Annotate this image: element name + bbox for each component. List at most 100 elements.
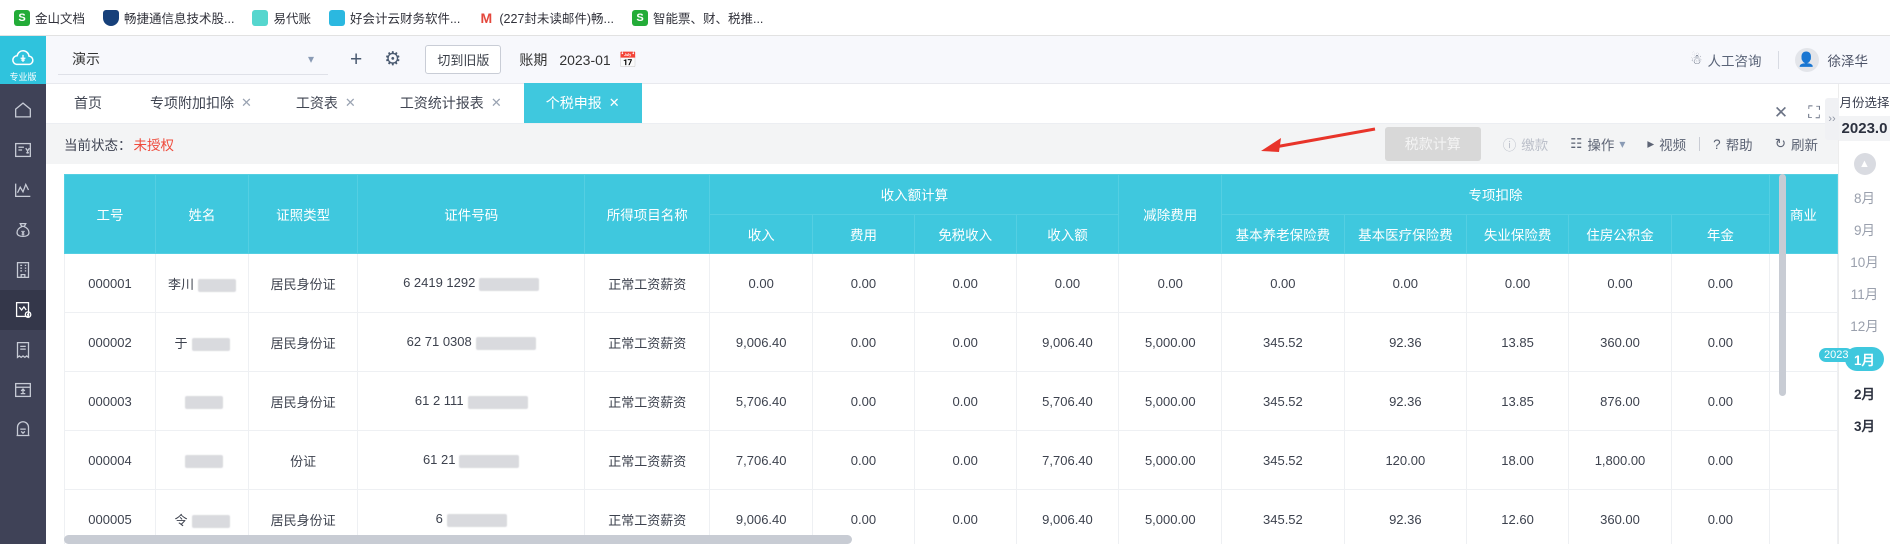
cell-housing[interactable]: 876.00 [1568,371,1672,431]
switch-old-version-button[interactable]: 切到旧版 [425,45,502,74]
col-header-empno[interactable]: 工号 [64,174,156,254]
payment-button[interactable]: ⓘ 缴款 [1503,134,1549,154]
cell-fee[interactable]: 0.00 [812,312,915,372]
cell-medical[interactable]: 92.36 [1343,489,1468,544]
cell-income[interactable]: 9,006.40 [709,312,814,372]
vertical-scrollbar[interactable] [1779,174,1786,532]
cell-income[interactable]: 7,706.40 [709,430,814,490]
col-header-pension[interactable]: 基本养老保险费 [1221,213,1345,254]
cell-taxfree[interactable]: 0.00 [913,253,1017,313]
sidebar-item-archive[interactable] [0,370,46,410]
bookmark-item[interactable]: 畅捷通信息技术股... [95,5,242,30]
cell-taxfree[interactable]: 0.00 [913,489,1017,544]
table-row[interactable]: 000001 李川 居民身份证 6 2419 1292 正常工资薪资 0.00 0.00 0.… [64,253,1838,313]
video-button[interactable]: ▸ 视频 [1647,134,1686,154]
cell-idtype[interactable]: 居民身份证 [248,371,359,431]
cell-medical[interactable]: 92.36 [1343,312,1468,372]
cell-amount[interactable]: 5,706.40 [1015,371,1120,431]
cell-amount[interactable]: 0.00 [1015,253,1120,313]
refresh-button[interactable]: ↻ 刷新 [1775,134,1818,154]
col-header-income[interactable]: 收入 [709,213,814,254]
horizontal-scrollbar[interactable] [64,535,1778,544]
cell-amount[interactable]: 9,006.40 [1015,489,1120,544]
cell-idtype[interactable]: 居民身份证 [248,312,359,372]
col-header-housing[interactable]: 住房公积金 [1568,213,1672,254]
app-logo[interactable]: 专业版 [0,35,46,84]
cell-housing[interactable]: 360.00 [1568,489,1672,544]
cell-deduct[interactable]: 5,000.00 [1118,489,1223,544]
cell-pension[interactable]: 0.00 [1221,253,1345,313]
sidebar-item-assets[interactable] [0,250,46,290]
col-header-unemploy[interactable]: 失业保险费 [1466,213,1570,254]
col-header-idno[interactable]: 证件号码 [357,174,586,254]
tab-salary-stats-report[interactable]: 工资统计报表 ✕ [378,83,524,123]
scroll-thumb[interactable] [1779,174,1786,396]
tab-tax-declaration[interactable]: 个税申报 ✕ [523,83,642,123]
expand-icon[interactable]: ⛶ [1808,103,1820,122]
cell-commercial[interactable] [1768,430,1838,490]
cell-amount[interactable]: 9,006.40 [1015,312,1120,372]
cell-taxfree[interactable]: 0.00 [913,371,1017,431]
cell-fee[interactable]: 0.00 [812,253,915,313]
bookmark-item[interactable]: 易代账 [244,5,319,30]
cell-itemname[interactable]: 正常工资薪资 [584,430,711,490]
cell-medical[interactable]: 0.00 [1343,253,1468,313]
cell-name[interactable] [154,371,250,431]
month-item-1月[interactable]: 1月 2023 [1818,347,1884,371]
operate-menu[interactable]: ☷ 操作 ▾ [1570,134,1625,154]
cell-idtype[interactable]: 份证 [248,430,359,490]
close-icon[interactable]: ✕ [490,95,502,110]
cell-unemploy[interactable]: 13.85 [1466,371,1570,431]
cell-income[interactable]: 5,706.40 [709,371,814,431]
cell-fee[interactable]: 0.00 [812,371,915,431]
period-value[interactable]: 2023-01 [559,51,611,68]
col-header-medical[interactable]: 基本医疗保险费 [1343,213,1468,254]
cell-idtype[interactable]: 居民身份证 [248,253,359,313]
cell-empno[interactable]: 000001 [64,253,156,313]
close-icon[interactable]: ✕ [241,95,252,110]
cell-itemname[interactable]: 正常工资薪资 [584,312,711,372]
cell-medical[interactable]: 120.00 [1343,430,1468,490]
human-consult-button[interactable]: ☃ 人工咨询 [1690,50,1761,70]
bookmark-item[interactable]: S 金山文档 [6,5,93,30]
month-item-11月[interactable]: 11月 [1850,287,1879,302]
col-header-itemname[interactable]: 所得项目名称 [584,174,711,254]
help-button[interactable]: ? 帮助 [1713,134,1753,154]
cell-pension[interactable]: 345.52 [1221,312,1345,372]
cell-idno[interactable]: 61 2 111 [357,371,586,431]
close-icon[interactable]: ✕ [608,95,620,110]
cell-name[interactable]: 于 [154,312,250,372]
bookmark-item[interactable]: M (227封未读邮件)畅... [470,5,622,30]
calendar-icon[interactable]: 📅 [618,51,638,69]
cell-pension[interactable]: 345.52 [1221,430,1345,490]
cell-taxfree[interactable]: 0.00 [913,312,1017,372]
cell-housing[interactable]: 360.00 [1568,312,1672,372]
sidebar-item-home[interactable] [0,90,46,130]
cell-unemploy[interactable]: 18.00 [1466,430,1570,490]
cell-taxfree[interactable]: 0.00 [913,430,1017,490]
close-icon[interactable]: ✕ [344,95,356,110]
sidebar-item-reports[interactable] [0,170,46,210]
cell-fee[interactable]: 0.00 [812,489,915,544]
cell-empno[interactable]: 000003 [64,371,156,431]
month-item-8月[interactable]: 8月 [1853,191,1875,206]
table-row[interactable]: 000002 于居民身份证 62 71 0308 正常工资薪资 9,006.40 0.00… [64,312,1838,372]
bookmark-item[interactable]: S 智能票、财、税推... [624,5,771,30]
tab-special-deduction[interactable]: 专项附加扣除 ✕ [128,83,274,123]
sidebar-item-funds[interactable] [0,210,46,250]
col-header-fee[interactable]: 费用 [812,213,915,254]
cell-empno[interactable]: 000005 [64,489,156,544]
cell-fee[interactable]: 0.00 [812,430,915,490]
cell-deduct[interactable]: 0.00 [1118,253,1223,313]
cell-medical[interactable]: 92.36 [1343,371,1468,431]
cell-housing[interactable]: 1,800.00 [1568,430,1672,490]
col-header-amount[interactable]: 收入额 [1015,213,1120,254]
cell-annuity[interactable]: 0.00 [1670,430,1770,490]
sidebar-item-tax-report[interactable] [0,290,46,330]
cell-unemploy[interactable]: 13.85 [1466,312,1570,372]
cell-idno[interactable]: 6 2419 1292 [357,253,586,313]
month-panel-year[interactable]: 2023.0 [1839,116,1890,141]
avatar[interactable]: 👤 [1794,47,1819,72]
cell-itemname[interactable]: 正常工资薪资 [584,489,711,544]
cell-idno[interactable]: 61 21 [357,430,586,490]
